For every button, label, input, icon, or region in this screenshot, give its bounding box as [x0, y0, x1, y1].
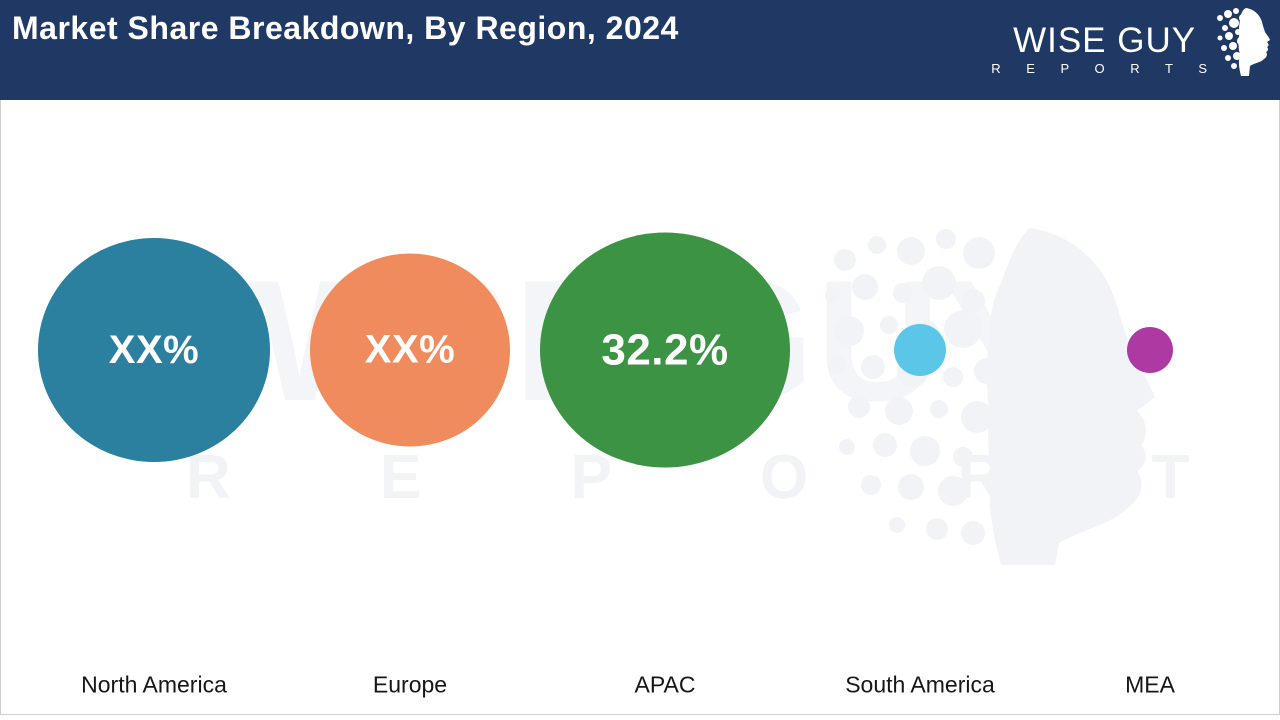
- bubble-chart: WISE GUY R E P O R T S XX% North America…: [0, 100, 1280, 720]
- bubble-apac: 32.2%: [540, 232, 790, 468]
- watermark-head-icon: [825, 228, 1155, 565]
- label-north-america: North America: [81, 671, 227, 698]
- header-bar: Market Share Breakdown, By Region, 2024 …: [0, 0, 1280, 100]
- logo-subtitle: R E P O R T S: [991, 61, 1218, 76]
- page-title: Market Share Breakdown, By Region, 2024: [12, 10, 679, 46]
- logo-name: WISE GUY: [1013, 21, 1197, 60]
- label-south-america: South America: [845, 671, 995, 698]
- label-europe: Europe: [372, 671, 448, 698]
- logo-text-block: WISE GUY R E P O R T S: [991, 23, 1218, 76]
- bubble-mea: [1127, 327, 1173, 373]
- bubble-north-america: XX%: [38, 238, 270, 462]
- bubble-europe: XX%: [310, 253, 510, 447]
- label-apac: APAC: [634, 671, 696, 698]
- wiseguy-logo: WISE GUY R E P O R T S: [991, 5, 1272, 83]
- bubble-south-america: [894, 324, 946, 376]
- label-mea: MEA: [1125, 671, 1175, 698]
- logo-head-icon: [1217, 8, 1270, 76]
